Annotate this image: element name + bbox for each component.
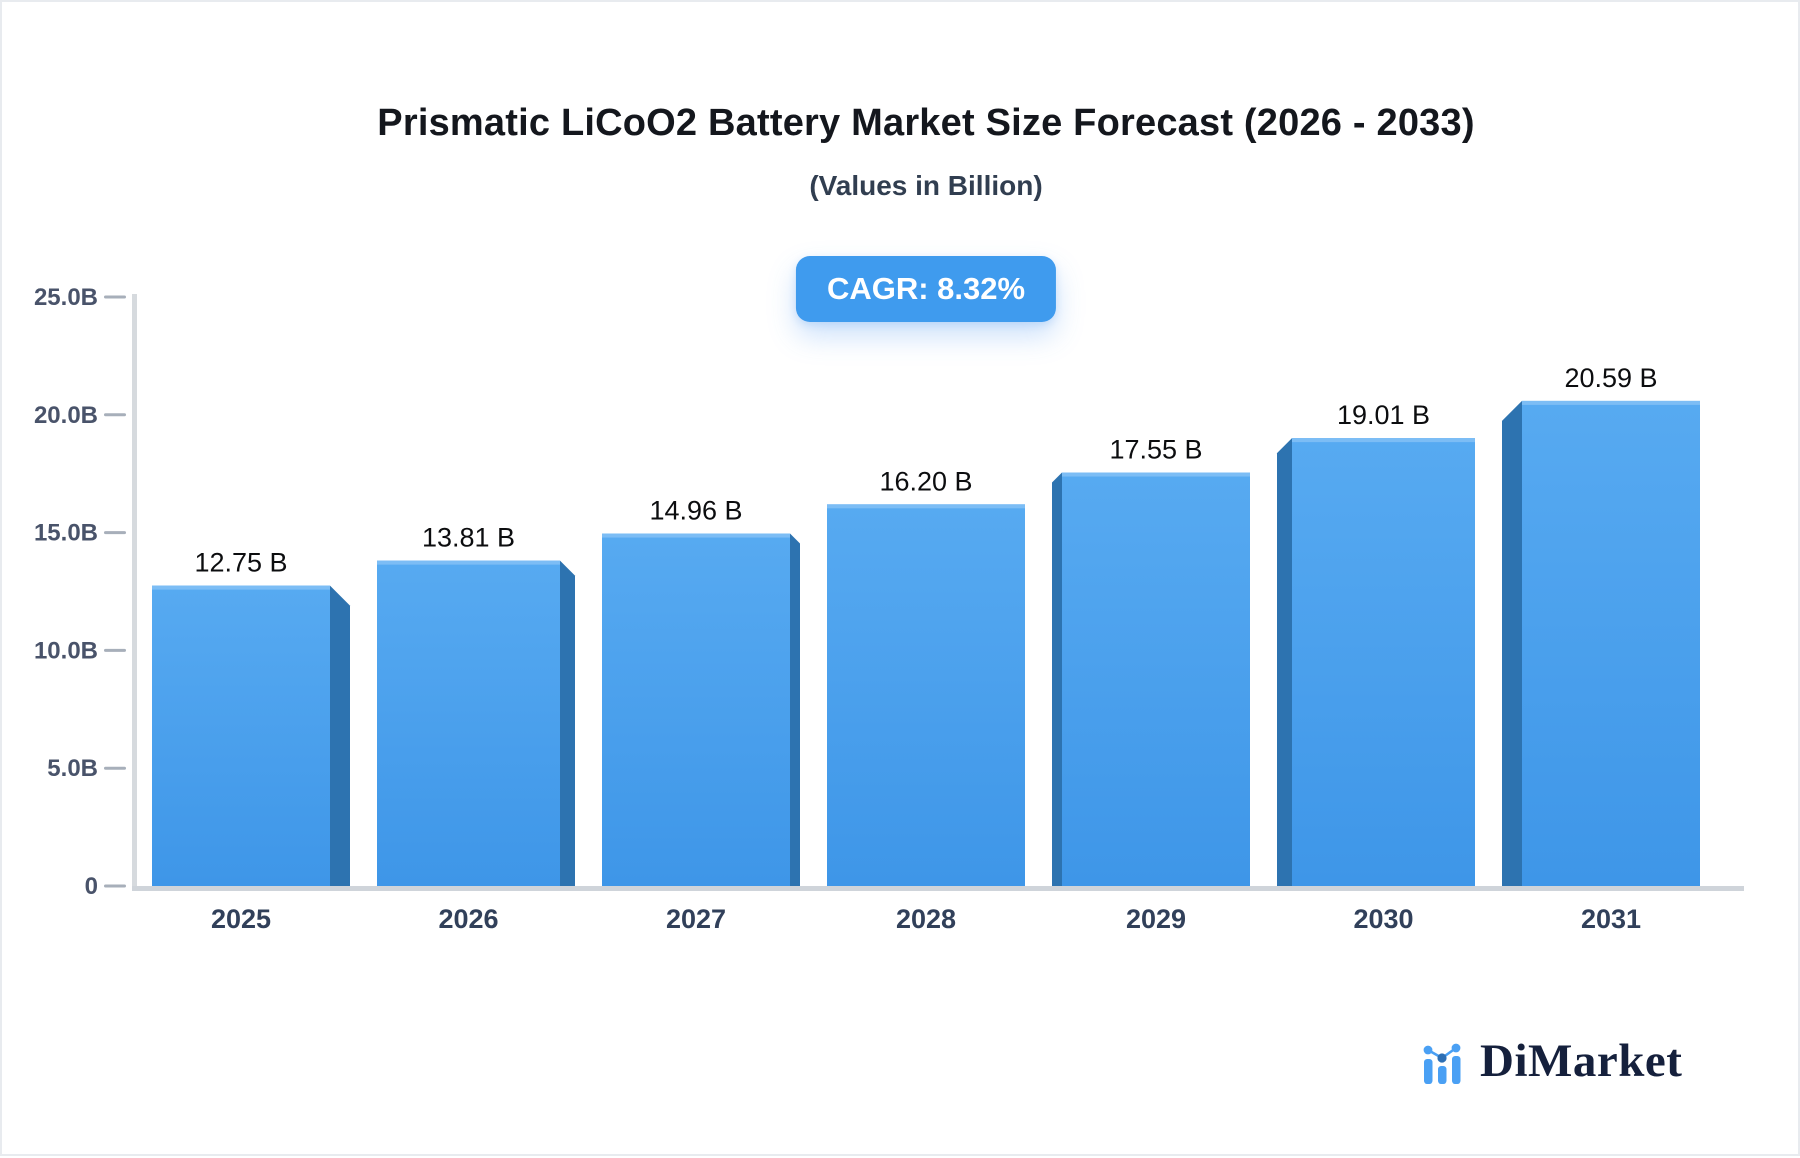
bar-value-label: 16.20 B (879, 466, 972, 496)
bar-side-face (1502, 400, 1522, 886)
y-axis-tick-mark (104, 766, 126, 770)
bar-value-label: 14.96 B (649, 496, 742, 526)
bar-side-face (330, 585, 350, 886)
x-axis-line (132, 886, 1744, 891)
brand-logo-text: DiMarket (1480, 1035, 1683, 1087)
bar-2028 (827, 504, 1025, 886)
bar-side-face (790, 533, 800, 886)
chart-subtitle: (Values in Billion) (809, 170, 1043, 201)
bar-top-highlight (1522, 400, 1700, 405)
bar-value-label: 19.01 B (1337, 400, 1430, 430)
y-axis-tick-label: 15.0B (34, 520, 98, 547)
y-axis-tick-label: 25.0B (34, 284, 98, 311)
bar-side-face (1277, 438, 1292, 886)
x-axis-label: 2031 (1581, 904, 1641, 934)
bar-top-highlight (1062, 472, 1250, 477)
x-axis-label: 2030 (1353, 904, 1413, 934)
bar-value-label: 17.55 B (1109, 435, 1202, 465)
y-axis-tick-label: 0 (85, 873, 98, 900)
bar-2026 (377, 560, 560, 886)
bar-value-label: 13.81 B (422, 523, 515, 553)
bar-top-highlight (827, 504, 1025, 509)
x-axis-label: 2028 (896, 904, 956, 934)
bar-top-highlight (377, 560, 560, 565)
bar-2025 (152, 585, 330, 886)
x-axis-label: 2026 (438, 904, 498, 934)
bar-top-highlight (1292, 438, 1475, 443)
x-axis-label: 2025 (211, 904, 271, 934)
bar-2027 (602, 533, 790, 886)
bar-2029 (1062, 472, 1250, 886)
y-axis-tick-mark (104, 884, 126, 888)
y-axis-tick-mark (104, 648, 126, 652)
cagr-badge: CAGR: 8.32% (795, 256, 1057, 322)
y-axis-tick-label: 20.0B (34, 402, 98, 429)
x-axis-label: 2027 (666, 904, 726, 934)
y-axis-tick-mark (104, 413, 126, 417)
y-axis-tick-label: 5.0B (47, 755, 98, 782)
bar-2031 (1522, 400, 1700, 886)
bar-side-face (560, 560, 575, 886)
bar-value-label: 12.75 B (194, 548, 287, 578)
bar-top-highlight (602, 533, 790, 538)
x-axis-label: 2029 (1126, 904, 1186, 934)
y-axis-tick-label: 10.0B (34, 637, 98, 664)
chart-title: Prismatic LiCoO2 Battery Market Size For… (377, 102, 1475, 144)
brand-logo-icon (1423, 1043, 1461, 1084)
y-axis-tick-mark (104, 295, 126, 299)
bar-side-face (1052, 472, 1062, 886)
bar-2030 (1292, 438, 1475, 886)
bar-top-highlight (152, 585, 330, 590)
brand-logo: DiMarket (1420, 1038, 1682, 1085)
y-axis-line (132, 294, 137, 886)
bar-value-label: 20.59 B (1564, 363, 1657, 393)
y-axis-tick-mark (104, 531, 126, 535)
